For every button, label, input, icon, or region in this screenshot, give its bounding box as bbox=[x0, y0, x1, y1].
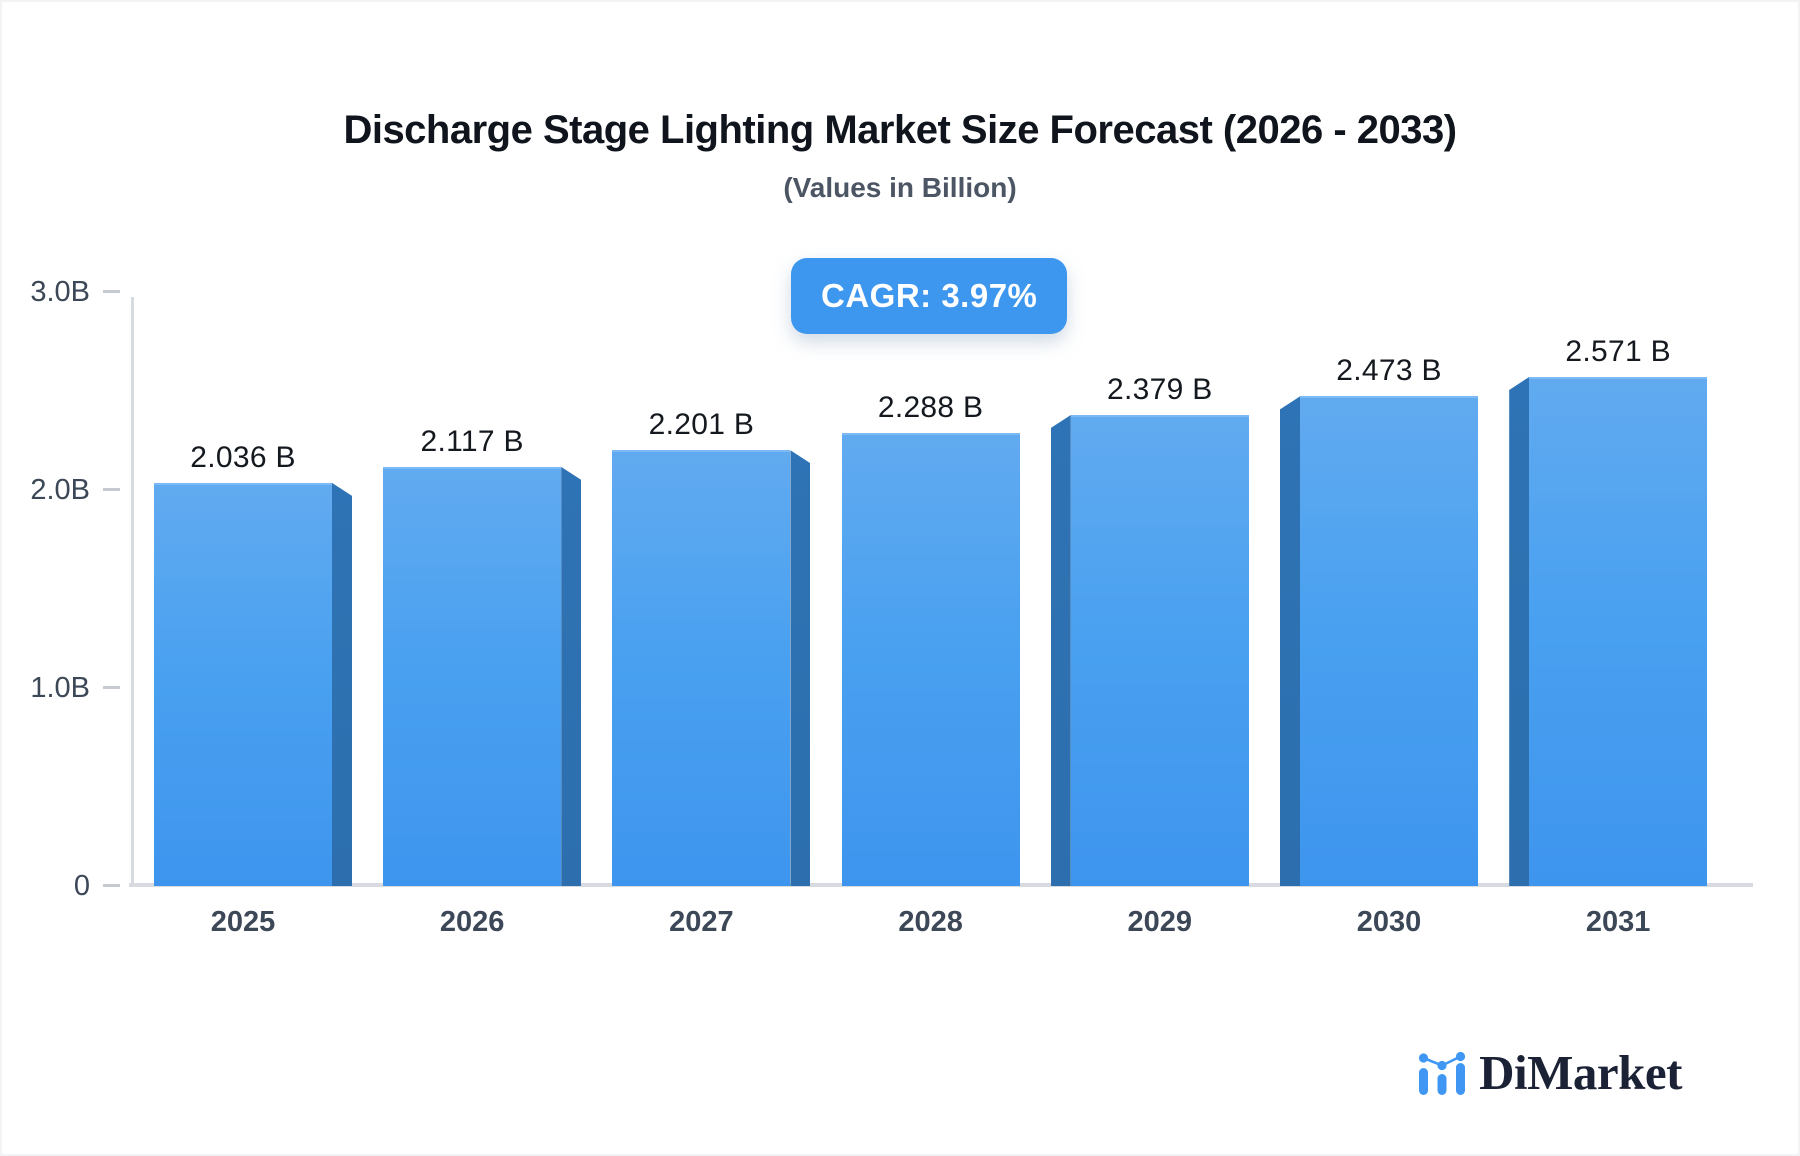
y-tick-label: 1.0B bbox=[30, 672, 90, 704]
x-tick-label-2025: 2025 bbox=[210, 906, 276, 938]
bar-2028 bbox=[841, 432, 1020, 886]
bar-value-label-2029: 2.379 B bbox=[1107, 372, 1213, 406]
bar-2026 bbox=[383, 466, 562, 886]
bar-side-2029 bbox=[1050, 414, 1071, 886]
x-tick-label-2027: 2027 bbox=[669, 906, 734, 938]
y-tick-label: 0 bbox=[73, 870, 90, 902]
bar-value-label-2025: 2.036 B bbox=[190, 440, 296, 474]
dimarket-logo: DiMarket bbox=[1418, 1044, 1682, 1101]
y-tick-dash bbox=[103, 686, 120, 689]
bar-value-label-2030: 2.473 B bbox=[1336, 354, 1442, 388]
bar-side-2030 bbox=[1280, 396, 1300, 886]
y-tick-dash bbox=[103, 290, 120, 293]
bar-value-label-2028: 2.288 B bbox=[877, 390, 984, 424]
bar-2029 bbox=[1070, 414, 1249, 886]
chart-subtitle: (Values in Billion) bbox=[783, 172, 1017, 203]
y-tick-label: 3.0B bbox=[30, 276, 90, 308]
y-axis-line bbox=[131, 297, 134, 886]
dimarket-logo-icon bbox=[1419, 1051, 1466, 1095]
dimarket-logo-text: DiMarket bbox=[1479, 1045, 1682, 1100]
x-tick-label-2030: 2030 bbox=[1356, 906, 1422, 938]
cagr-badge: CAGR: 3.97% bbox=[791, 258, 1068, 334]
bar-value-label-2026: 2.117 B bbox=[420, 424, 524, 458]
bar-value-label-2031: 2.571 B bbox=[1565, 334, 1671, 368]
bar-value-label-2027: 2.201 B bbox=[648, 408, 755, 442]
y-tick-label: 2.0B bbox=[30, 474, 90, 506]
chart-title: Discharge Stage Lighting Market Size For… bbox=[343, 108, 1457, 152]
bar-side-2026 bbox=[561, 466, 582, 886]
bar-side-2027 bbox=[790, 450, 811, 886]
bar-2031 bbox=[1529, 376, 1708, 886]
x-tick-label-2029: 2029 bbox=[1127, 906, 1193, 938]
bar-2030 bbox=[1300, 396, 1478, 886]
cagr-badge-label: CAGR: 3.97% bbox=[821, 277, 1038, 314]
y-tick-dash bbox=[103, 884, 120, 887]
y-tick-dash bbox=[103, 488, 120, 491]
bar-side-2031 bbox=[1509, 376, 1530, 886]
bar-2025 bbox=[154, 482, 332, 886]
x-tick-label-2031: 2031 bbox=[1585, 906, 1651, 938]
x-tick-label-2028: 2028 bbox=[898, 906, 963, 938]
x-tick-label-2026: 2026 bbox=[439, 906, 505, 938]
bar-side-2025 bbox=[332, 482, 352, 886]
bar-2027 bbox=[612, 450, 791, 886]
